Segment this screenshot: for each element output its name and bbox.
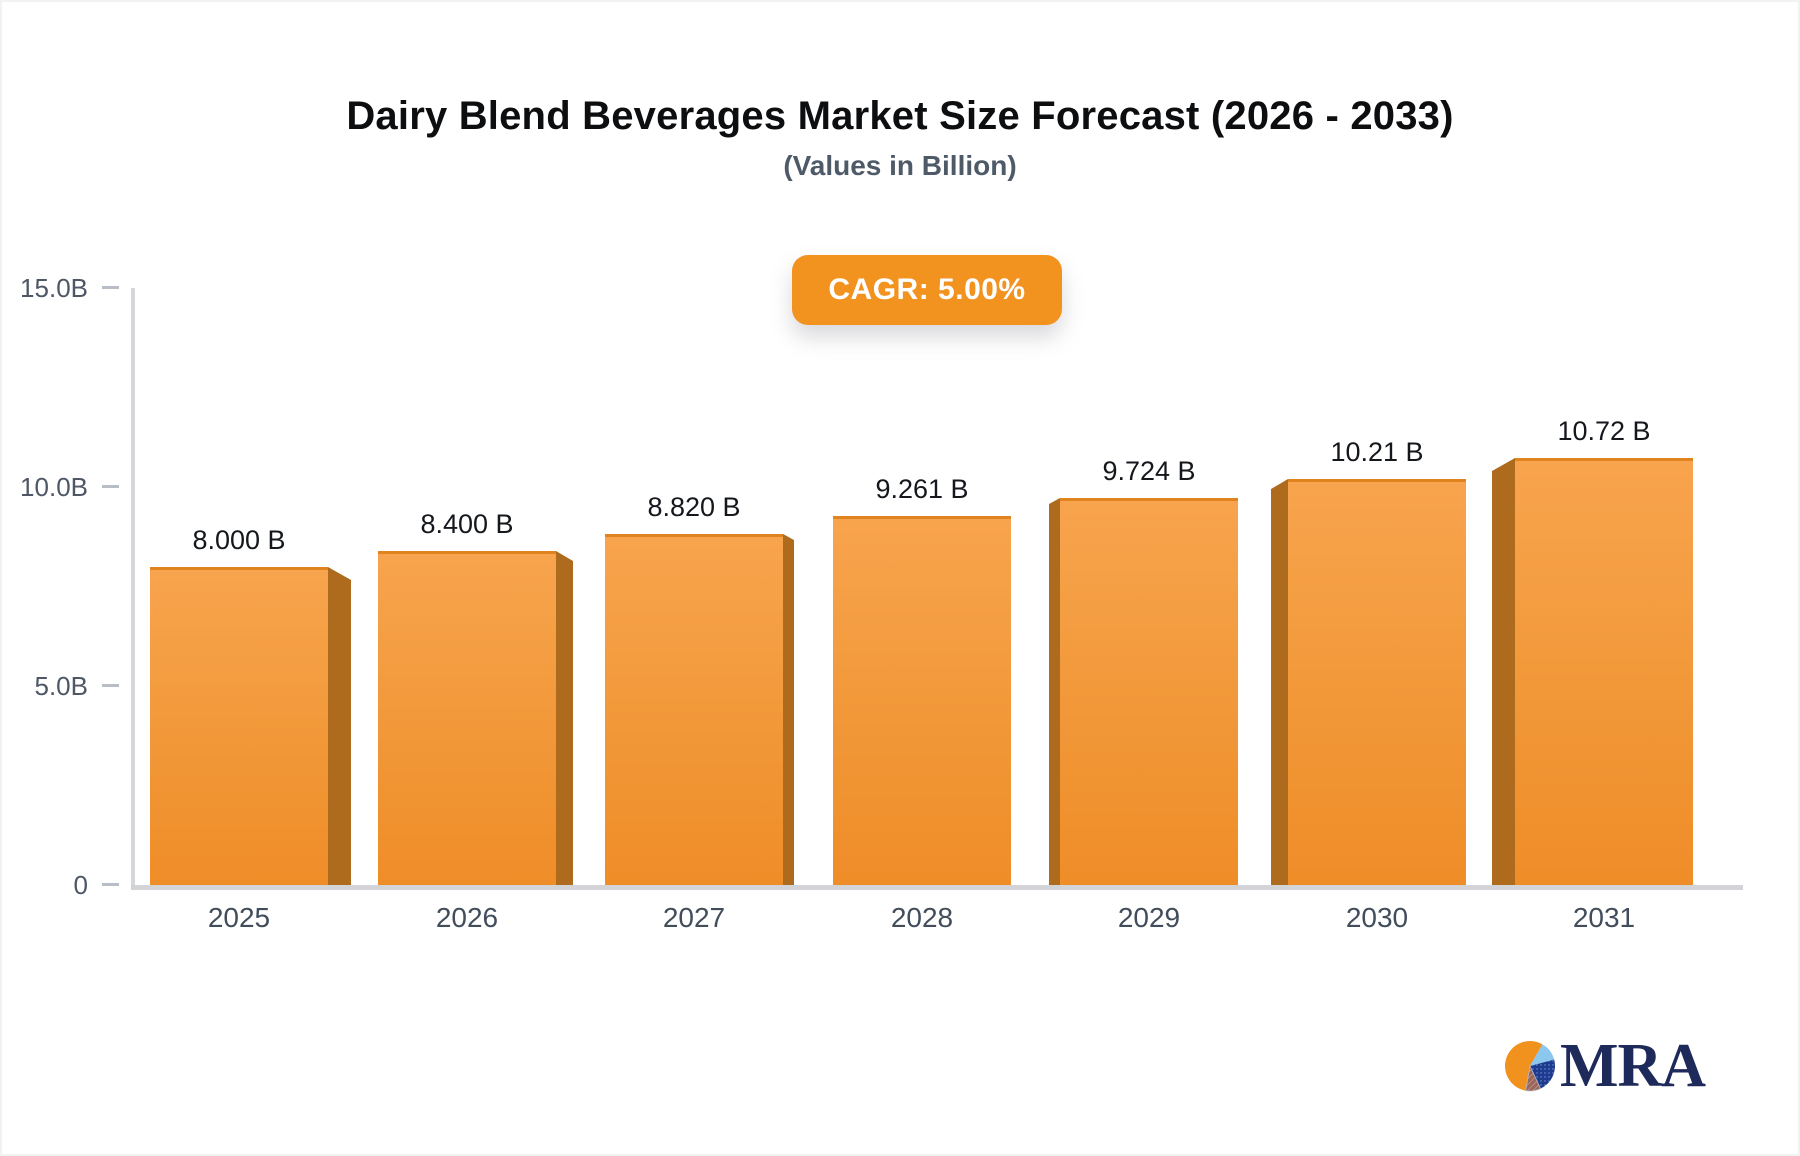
logo-text: MRA — [1560, 1032, 1706, 1100]
bar-value-label: 9.724 B — [1102, 456, 1196, 486]
y-tick-label: 0 — [73, 870, 88, 900]
bar-value-label: 8.000 B — [192, 525, 286, 555]
x-axis-label-2030: 2030 — [1345, 902, 1409, 933]
brand-logo: MRA — [1504, 1032, 1706, 1100]
bar-value-label: 10.72 B — [1557, 416, 1651, 446]
bar-3d-side — [783, 534, 794, 885]
bar-2029 — [1060, 498, 1238, 885]
bar-value-label: 8.820 B — [647, 492, 741, 522]
pie-chart-logo-icon — [1504, 1040, 1556, 1092]
x-axis-label-2027: 2027 — [662, 902, 726, 933]
chart-subtitle: (Values in Billion) — [783, 150, 1017, 181]
bar-value-label: 9.261 B — [875, 474, 969, 504]
bar-3d-side — [1049, 498, 1060, 885]
bar-value-label: 8.400 B — [420, 509, 514, 539]
bar-2027 — [605, 534, 783, 885]
x-axis-label-2028: 2028 — [890, 902, 954, 933]
x-axis-label-2025: 2025 — [207, 902, 271, 933]
y-tick-label: 5.0B — [34, 671, 89, 701]
y-tick-label: 10.0B — [20, 472, 88, 502]
cagr-badge: CAGR: 5.00% — [792, 255, 1062, 325]
x-axis-line — [131, 885, 1743, 890]
y-tick-mark — [102, 286, 119, 289]
y-tick-mark — [102, 684, 119, 687]
x-axis-label-2026: 2026 — [435, 902, 499, 933]
bar-3d-side — [328, 567, 351, 885]
bar-value-label: 10.21 B — [1330, 437, 1424, 467]
y-tick-mark — [102, 883, 119, 886]
bar-3d-side — [1492, 458, 1515, 885]
bar-2025 — [150, 567, 328, 885]
bar-2031 — [1515, 458, 1693, 885]
y-axis-line — [131, 288, 135, 890]
x-axis-label-2029: 2029 — [1117, 902, 1181, 933]
bar-3d-side — [556, 551, 573, 885]
y-tick-mark — [102, 485, 119, 488]
bar-3d-side — [1271, 479, 1288, 885]
y-tick-label: 15.0B — [20, 273, 88, 303]
bar-2030 — [1288, 479, 1466, 885]
bar-2026 — [378, 551, 556, 885]
x-axis-label-2031: 2031 — [1572, 902, 1636, 933]
chart-title: Dairy Blend Beverages Market Size Foreca… — [346, 94, 1454, 138]
bar-2028 — [833, 516, 1011, 885]
